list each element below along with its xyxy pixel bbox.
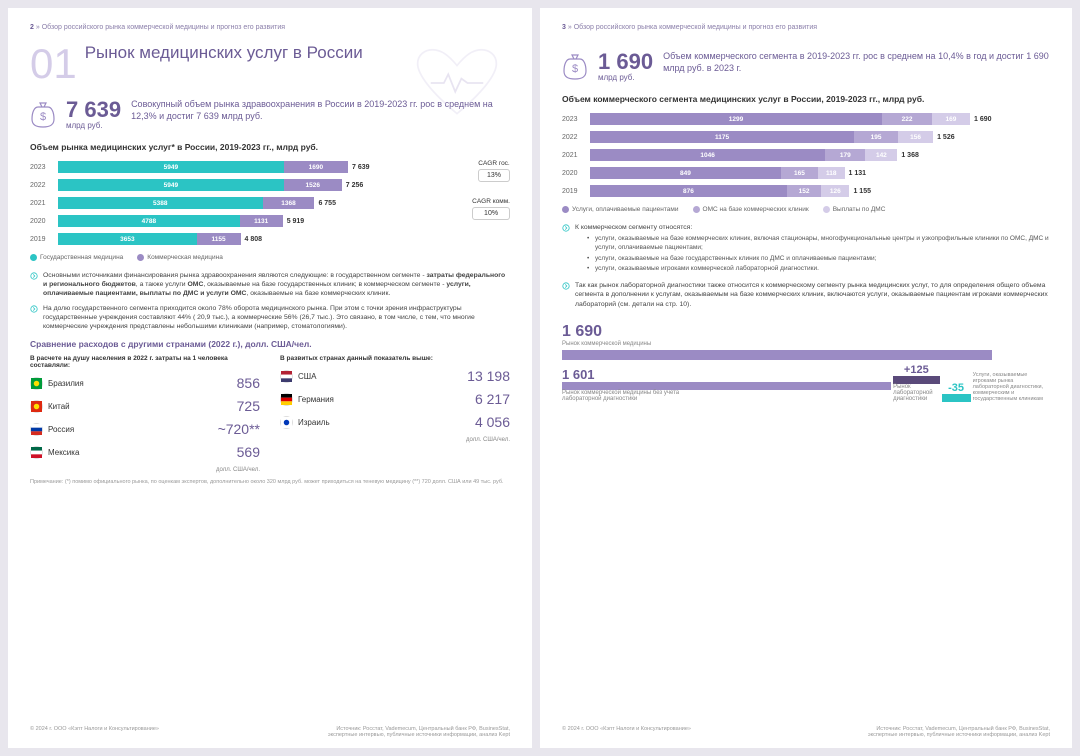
money-bag-icon: $	[30, 99, 56, 129]
chart-row: 20198761521261 155	[562, 184, 1050, 198]
chart1-legend: Государственная медицина Коммерческая мед…	[30, 254, 510, 261]
flag-icon	[30, 400, 43, 413]
flag-icon	[30, 423, 43, 436]
chart-row: 202211751951561 526	[562, 130, 1050, 144]
flag-icon	[30, 446, 43, 459]
country-row: Бразилия856	[30, 375, 260, 391]
arrow-icon	[562, 282, 570, 290]
copyright: © 2024 г. ООО «Кэпт Налоги и Консультиро…	[562, 726, 691, 738]
chart-row: 202110461791421 368	[562, 148, 1050, 162]
page-left: 2 » Обзор российского рынка коммерческой…	[8, 8, 532, 748]
flag-icon	[280, 370, 293, 383]
list-item: услуги, оказываемые на базе коммерческих…	[587, 235, 1050, 253]
arrow-icon	[30, 272, 38, 280]
metric-text: Объем коммерческого сегмента в 2019-2023…	[663, 51, 1050, 74]
legend-item: Государственная медицина	[30, 254, 123, 261]
chart1-title: Объем рынка медицинских услуг* в России,…	[30, 142, 510, 152]
country-row: Израиль4 056	[280, 414, 510, 430]
chart-row: 2020478811315 919	[30, 214, 510, 228]
chart-row: 2019365311554 808	[30, 232, 510, 246]
footnote: Примечание: (*) помимо официального рынк…	[30, 479, 510, 486]
legend-item: Коммерческая медицина	[137, 254, 223, 261]
arrow-icon	[562, 224, 570, 232]
col1-header: В расчете на душу населения в 2022 г. за…	[30, 355, 260, 369]
chart2-title: Объем коммерческого сегмента медицинских…	[562, 94, 1050, 104]
copyright: © 2024 г. ООО «Кэпт Налоги и Консультиро…	[30, 726, 159, 738]
bullet: К коммерческом сегменту относятся: услуг…	[562, 223, 1050, 276]
heart-icon	[412, 48, 502, 120]
svg-text:$: $	[572, 63, 578, 75]
metric-unit: млрд руб.	[66, 121, 121, 130]
list-item: услуги, оказываемые игроками коммерческо…	[587, 265, 1050, 274]
legend-item: Услуги, оплачиваемые пациентами	[562, 206, 679, 213]
waterfall-chart: 1 690 Рынок коммерческой медицины 1 601 …	[562, 323, 1050, 402]
country-row: Мексика569	[30, 444, 260, 460]
country-row: США13 198	[280, 368, 510, 384]
chart-row: 2021538813686 755	[30, 196, 510, 210]
metric-unit: млрд руб.	[598, 73, 653, 82]
page-right: 3 » Обзор российского рынка коммерческой…	[540, 8, 1072, 748]
arrow-icon	[30, 305, 38, 313]
chart-row: 202312992221691 690	[562, 112, 1050, 126]
section-title: Рынок медицинских услуг в России	[85, 43, 363, 63]
chart2-legend: Услуги, оплачиваемые пациентами ОМС на ба…	[562, 206, 1050, 213]
money-bag-icon: $	[562, 51, 588, 81]
flag-icon	[30, 377, 43, 390]
metric-value: 1 690	[598, 51, 653, 73]
col2-header: В развитых странах данный показатель выш…	[280, 355, 510, 362]
svg-text:$: $	[40, 111, 46, 123]
country-row: Россия~720**	[30, 421, 260, 437]
metric-value: 7 639	[66, 99, 121, 121]
flag-icon	[280, 416, 293, 429]
legend-item: Выплаты по ДМС	[823, 206, 886, 213]
country-row: Китай725	[30, 398, 260, 414]
flag-icon	[280, 393, 293, 406]
bullet: На долю государственного сегмента приход…	[30, 304, 510, 332]
legend-item: ОМС на базе коммерческих клиник	[693, 206, 809, 213]
country-row: Германия6 217	[280, 391, 510, 407]
page-header: 3 » Обзор российского рынка коммерческой…	[562, 24, 1050, 31]
chart2: 202312992221691 690 202211751951561 526 20…	[562, 112, 1050, 198]
chart-row: 2022594915267 256	[30, 178, 510, 192]
section-number: 01	[30, 43, 77, 85]
source: Источник: Росстат, Vademecum, Центральны…	[310, 726, 510, 738]
bullet: Основными источниками финансирования рын…	[30, 271, 510, 299]
chart1: CAGR гос.13% CAGR комм.10% 2023594916907…	[30, 160, 510, 246]
chart-row: 2023594916907 639	[30, 160, 510, 174]
page-header: 2 » Обзор российского рынка коммерческой…	[30, 24, 510, 31]
list-item: услуги, оказываемые на базе государствен…	[587, 255, 1050, 264]
chart-row: 20208491651181 131	[562, 166, 1050, 180]
source: Источник: Росстат, Vademecum, Центральны…	[850, 726, 1050, 738]
bullet: Так как рынок лабораторной диагностики т…	[562, 281, 1050, 309]
compare-header: Сравнение расходов с другими странами (2…	[30, 339, 510, 349]
